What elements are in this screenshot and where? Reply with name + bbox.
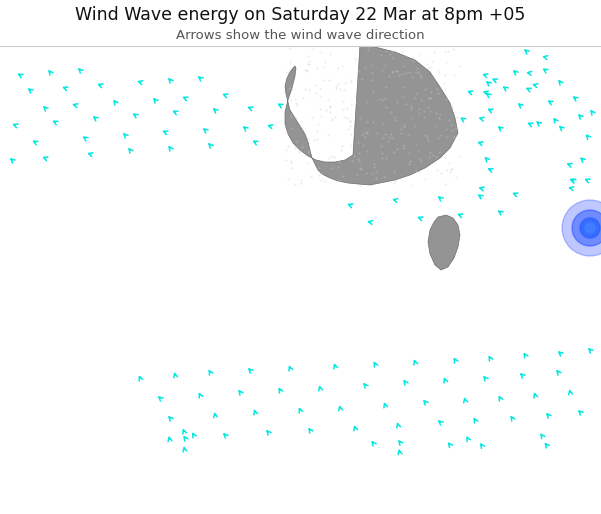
- Circle shape: [585, 223, 595, 233]
- Circle shape: [572, 210, 601, 246]
- Text: Wind Wave energy on Saturday 22 Mar at 8pm +05: Wind Wave energy on Saturday 22 Mar at 8…: [75, 6, 526, 24]
- Text: Arrows show the wind wave direction: Arrows show the wind wave direction: [176, 29, 425, 42]
- Polygon shape: [285, 45, 458, 185]
- Circle shape: [580, 218, 600, 238]
- Polygon shape: [428, 215, 460, 270]
- Circle shape: [562, 200, 601, 256]
